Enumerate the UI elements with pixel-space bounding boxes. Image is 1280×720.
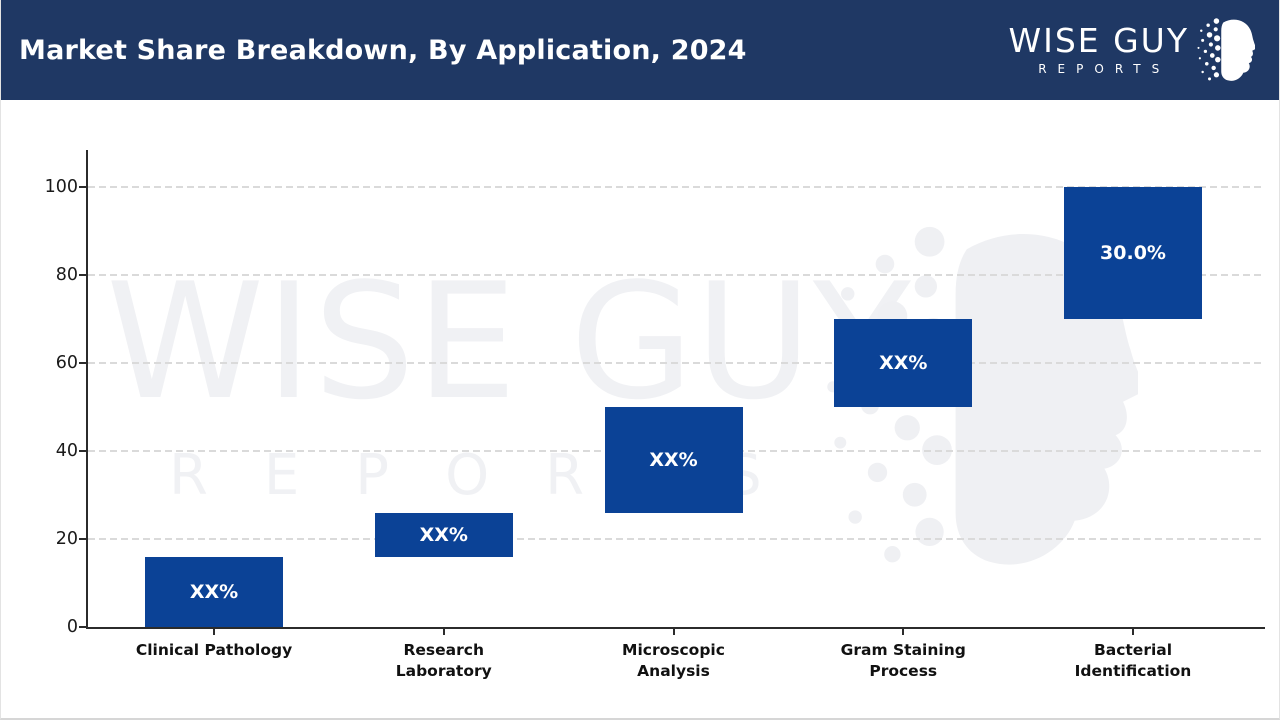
y-gridline bbox=[88, 362, 1265, 364]
bar-value-label: XX% bbox=[649, 448, 698, 471]
y-tick-label: 100 bbox=[44, 177, 78, 197]
y-gridline bbox=[88, 186, 1265, 188]
y-tick-label: 40 bbox=[55, 441, 78, 461]
bar-segment: 30.0% bbox=[1064, 187, 1202, 319]
bar-value-label: 30.0% bbox=[1100, 242, 1166, 264]
x-tick-mark bbox=[672, 629, 675, 635]
y-tick-label: 20 bbox=[55, 529, 78, 549]
y-tick-label: 0 bbox=[66, 617, 78, 637]
logo-face-icon bbox=[1193, 12, 1255, 88]
category-label: Gram Staining Process bbox=[840, 641, 966, 680]
plot-area: 0 20 40 60 80 100 Clinical Pathology Research L… bbox=[45, 150, 1265, 680]
y-tick-mark bbox=[79, 186, 86, 188]
x-tick-mark bbox=[1132, 629, 1134, 635]
y-tick-mark bbox=[79, 626, 86, 628]
category-label: Research Laboratory bbox=[395, 641, 492, 680]
category-label: Bacterial Identification bbox=[1074, 641, 1192, 680]
bar-segment: XX% bbox=[145, 556, 283, 627]
x-tick-mark bbox=[902, 629, 905, 635]
y-tick-label: 60 bbox=[55, 353, 78, 373]
y-tick-mark bbox=[79, 538, 86, 540]
page-title: Market Share Breakdown, By Application, … bbox=[19, 34, 747, 66]
bar-segment: XX% bbox=[374, 512, 513, 557]
y-tick-mark bbox=[79, 362, 86, 364]
y-tick-mark bbox=[79, 450, 86, 452]
y-tick-mark bbox=[79, 274, 86, 276]
category-label: Microscopic Analysis bbox=[622, 641, 725, 680]
bar-value-label: XX% bbox=[879, 352, 928, 374]
x-tick-mark bbox=[442, 629, 445, 635]
y-gridline bbox=[88, 274, 1265, 276]
bar-segment: XX% bbox=[604, 407, 743, 513]
logo-subtext: REPORTS bbox=[1038, 62, 1171, 76]
logo-wordmark: WISE GUY bbox=[1008, 21, 1189, 60]
bar-value-label: XX% bbox=[189, 580, 239, 603]
bar-value-label: XX% bbox=[419, 523, 468, 546]
category-label: Clinical Pathology bbox=[135, 641, 293, 659]
x-tick-mark bbox=[213, 629, 215, 635]
y-tick-label: 80 bbox=[55, 265, 78, 285]
bar-segment: XX% bbox=[834, 319, 973, 407]
y-gridline bbox=[88, 538, 1265, 540]
brand-logo: WISE GUY REPORTS bbox=[1008, 12, 1255, 88]
header-bar: Market Share Breakdown, By Application, … bbox=[1, 0, 1279, 100]
